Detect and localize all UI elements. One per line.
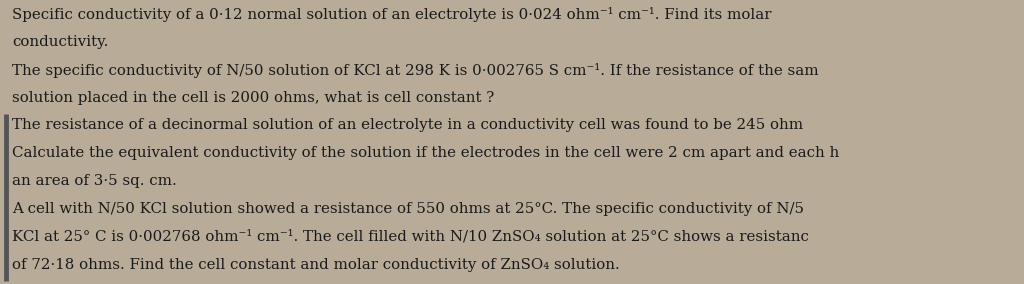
Text: an area of 3·5 sq. cm.: an area of 3·5 sq. cm. <box>12 174 177 188</box>
Text: of 72·18 ohms. Find the cell constant and molar conductivity of ZnSO₄ solution.: of 72·18 ohms. Find the cell constant an… <box>12 258 621 272</box>
Text: The resistance of a decinormal solution of an electrolyte in a conductivity cell: The resistance of a decinormal solution … <box>12 118 804 132</box>
Text: The specific conductivity of N/50 solution of KCl at 298 K is 0·002765 S cm⁻¹. I: The specific conductivity of N/50 soluti… <box>12 63 819 78</box>
Text: Calculate the equivalent conductivity of the solution if the electrodes in the c: Calculate the equivalent conductivity of… <box>12 146 840 160</box>
Text: Specific conductivity of a 0·12 normal solution of an electrolyte is 0·024 ohm⁻¹: Specific conductivity of a 0·12 normal s… <box>12 7 772 22</box>
Text: KCl at 25° C is 0·002768 ohm⁻¹ cm⁻¹. The cell filled with N/10 ZnSO₄ solution at: KCl at 25° C is 0·002768 ohm⁻¹ cm⁻¹. The… <box>12 230 809 244</box>
Text: conductivity.: conductivity. <box>12 35 109 49</box>
Text: A cell with N/50 KCl solution showed a resistance of 550 ohms at 25°C. The speci: A cell with N/50 KCl solution showed a r… <box>12 202 804 216</box>
Text: solution placed in the cell is 2000 ohms, what is cell constant ?: solution placed in the cell is 2000 ohms… <box>12 91 495 105</box>
